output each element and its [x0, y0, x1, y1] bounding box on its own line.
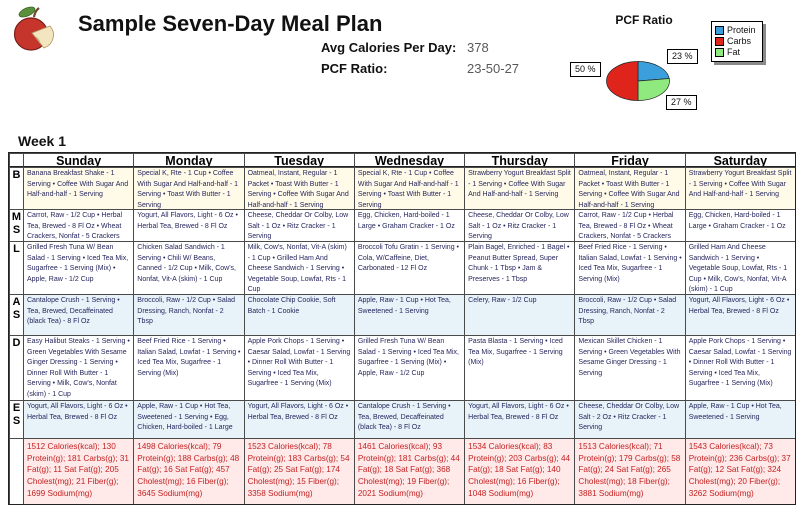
row-label-breakfast: B [9, 167, 23, 209]
legend-label-carbs: Carbs [727, 36, 752, 46]
day-header-thursday: Thursday [464, 153, 575, 167]
meal-cell: Beef Fried Rice - 1 Serving • Italian Sa… [574, 241, 685, 294]
meal-cell: Yogurt, All Flavors, Light - 6 Oz • Herb… [684, 294, 795, 335]
apple-stem [32, 7, 40, 18]
totals-cell-saturday: 1543 Calories(kcal); 73 Protein(g); 236 … [684, 438, 795, 504]
meal-cell: Carrot, Raw - 1/2 Cup • Herbal Tea, Brew… [23, 209, 134, 241]
day-header-tuesday: Tuesday [243, 153, 354, 167]
legend-label-protein: Protein [727, 25, 756, 35]
pie-label-fat: 27 % [666, 95, 697, 110]
meal-cell: Special K, Rte - 1 Cup • Coffee With Sug… [353, 167, 465, 209]
pie-slice-fat [637, 78, 670, 101]
meal-cell: Grilled Ham And Cheese Sandwich - 1 Serv… [684, 241, 795, 294]
pcf-ratio-value: 23-50-27 [467, 61, 520, 76]
meal-cell: Banana Breakfast Shake - 1 Serving • Cof… [23, 167, 134, 209]
meal-cell: Broccoli, Raw - 1/2 Cup • Salad Dressing… [133, 294, 244, 335]
legend-swatch-protein [715, 25, 724, 35]
meal-cell: Grilled Fresh Tuna W/ Bean Salad - 1 Ser… [23, 241, 134, 294]
meal-cell: Easy Halibut Steaks - 1 Serving • Green … [23, 335, 134, 400]
legend-item-fat: Fat [715, 47, 756, 57]
meal-cell: Beef Fried Rice - 1 Serving • Italian Sa… [133, 335, 244, 400]
meal-cell: Yogurt, All Flavors, Light - 6 Oz • Herb… [133, 209, 244, 241]
meal-cell: Apple Pork Chops - 1 Serving • Caesar Sa… [684, 335, 795, 400]
meal-cell: Apple Pork Chops - 1 Serving • Caesar Sa… [243, 335, 354, 400]
avg-calories-value: 378 [467, 40, 489, 55]
pie-label-protein: 23 % [667, 49, 698, 64]
meal-plan-table: Sunday Monday Tuesday Wednesday Thursday… [8, 152, 796, 505]
meal-cell: Egg, Chicken, Hard-boiled - 1 Large • Gr… [353, 209, 465, 241]
pie-legend: Protein Carbs Fat [711, 21, 763, 62]
corner-cell [9, 153, 23, 167]
legend-item-carbs: Carbs [715, 36, 756, 46]
meal-cell: Chicken Salad Sandwich - 1 Serving • Chi… [133, 241, 244, 294]
apple-leaf [18, 6, 36, 18]
row-label-dinner: D [9, 335, 23, 400]
apple-logo-icon [10, 3, 58, 62]
legend-label-fat: Fat [727, 47, 741, 57]
meal-cell: Grilled Fresh Tuna W/ Bean Salad - 1 Ser… [353, 335, 465, 400]
legend-swatch-carbs [715, 36, 724, 46]
day-header-wednesday: Wednesday [353, 153, 465, 167]
totals-label-cell [9, 438, 23, 504]
totals-cell-sunday: 1512 Calories(kcal); 130 Protein(g); 181… [23, 438, 134, 504]
pie-slice-carbs [606, 61, 639, 101]
totals-cell-monday: 1498 Calories(kcal); 79 Protein(g); 188 … [133, 438, 244, 504]
meal-cell: Cantalope Crush - 1 Serving • Tea, Brewe… [353, 400, 465, 438]
meal-cell: Yogurt, All Flavors, Light - 6 Oz • Herb… [243, 400, 354, 438]
meal-cell: Apple, Raw - 1 Cup • Hot Tea, Sweetened … [684, 400, 795, 438]
meal-cell: Yogurt, All Flavors, Light - 6 Oz • Herb… [464, 400, 575, 438]
meal-cell: Broccoli, Raw - 1/2 Cup • Salad Dressing… [574, 294, 685, 335]
row-label-afternoon-snack: A S [9, 294, 23, 335]
meal-cell: Oatmeal, Instant, Regular - 1 Packet • T… [243, 167, 354, 209]
row-label-morning-snack: M S [9, 209, 23, 241]
meal-cell: Cheese, Cheddar Or Colby, Low Salt - 2 O… [574, 400, 685, 438]
meal-cell: Celery, Raw - 1/2 Cup [464, 294, 575, 335]
meal-cell: Strawberry Yogurt Breakfast Split - 1 Se… [464, 167, 575, 209]
pcf-ratio-label: PCF Ratio: [321, 61, 388, 76]
meal-cell: Cantalope Crush - 1 Serving • Tea, Brewe… [23, 294, 134, 335]
totals-cell-thursday: 1534 Calories(kcal); 83 Protein(g); 203 … [464, 438, 575, 504]
week-label: Week 1 [18, 133, 66, 149]
meal-cell: Cheese, Cheddar Or Colby, Low Salt - 1 O… [243, 209, 354, 241]
meal-cell: Apple, Raw - 1 Cup • Hot Tea, Sweetened … [353, 294, 465, 335]
meal-cell: Yogurt, All Flavors, Light - 6 Oz • Herb… [23, 400, 134, 438]
day-header-monday: Monday [133, 153, 244, 167]
day-header-saturday: Saturday [684, 153, 795, 167]
day-header-sunday: Sunday [23, 153, 134, 167]
pie-chart-title: PCF Ratio [615, 13, 673, 27]
meal-cell: Pasta Blasta - 1 Serving • Iced Tea Mix,… [464, 335, 575, 400]
row-label-lunch: L [9, 241, 23, 294]
meal-cell: Oatmeal, Instant, Regular - 1 Packet • T… [574, 167, 685, 209]
meal-cell: Mexican Skillet Chicken - 1 Serving • Gr… [574, 335, 685, 400]
pie-label-carbs: 50 % [570, 62, 601, 77]
meal-cell: Broccoli Tofu Gratin - 1 Serving • Cola,… [353, 241, 465, 294]
page-title: Sample Seven-Day Meal Plan [78, 11, 383, 36]
day-header-friday: Friday [574, 153, 685, 167]
meal-cell: Carrot, Raw - 1/2 Cup • Herbal Tea, Brew… [574, 209, 685, 241]
meal-cell: Plain Bagel, Enriched - 1 Bagel • Peanut… [464, 241, 575, 294]
meal-cell: Strawberry Yogurt Breakfast Split - 1 Se… [684, 167, 795, 209]
meal-cell: Cheese, Cheddar Or Colby, Low Salt - 1 O… [464, 209, 575, 241]
legend-item-protein: Protein [715, 25, 756, 35]
meal-cell: Milk, Cow's, Nonfat, Vit-A (skim) - 1 Cu… [243, 241, 354, 294]
totals-cell-tuesday: 1523 Calories(kcal); 78 Protein(g); 183 … [243, 438, 354, 504]
row-label-evening-snack: E S [9, 400, 23, 438]
legend-swatch-fat [715, 47, 724, 57]
meal-cell: Apple, Raw - 1 Cup • Hot Tea, Sweetened … [133, 400, 244, 438]
totals-cell-wednesday: 1461 Calories(kcal); 93 Protein(g); 181 … [353, 438, 465, 504]
meal-cell: Special K, Rte - 1 Cup • Coffee With Sug… [133, 167, 244, 209]
totals-cell-friday: 1513 Calories(kcal); 71 Protein(g); 179 … [574, 438, 685, 504]
pie-slice-protein [637, 61, 670, 82]
pcf-pie-chart [606, 61, 670, 101]
avg-calories-label: Avg Calories Per Day: [321, 40, 457, 55]
meal-cell: Chocolate Chip Cookie, Soft Batch - 1 Co… [243, 294, 354, 335]
meal-cell: Egg, Chicken, Hard-boiled - 1 Large • Gr… [684, 209, 795, 241]
